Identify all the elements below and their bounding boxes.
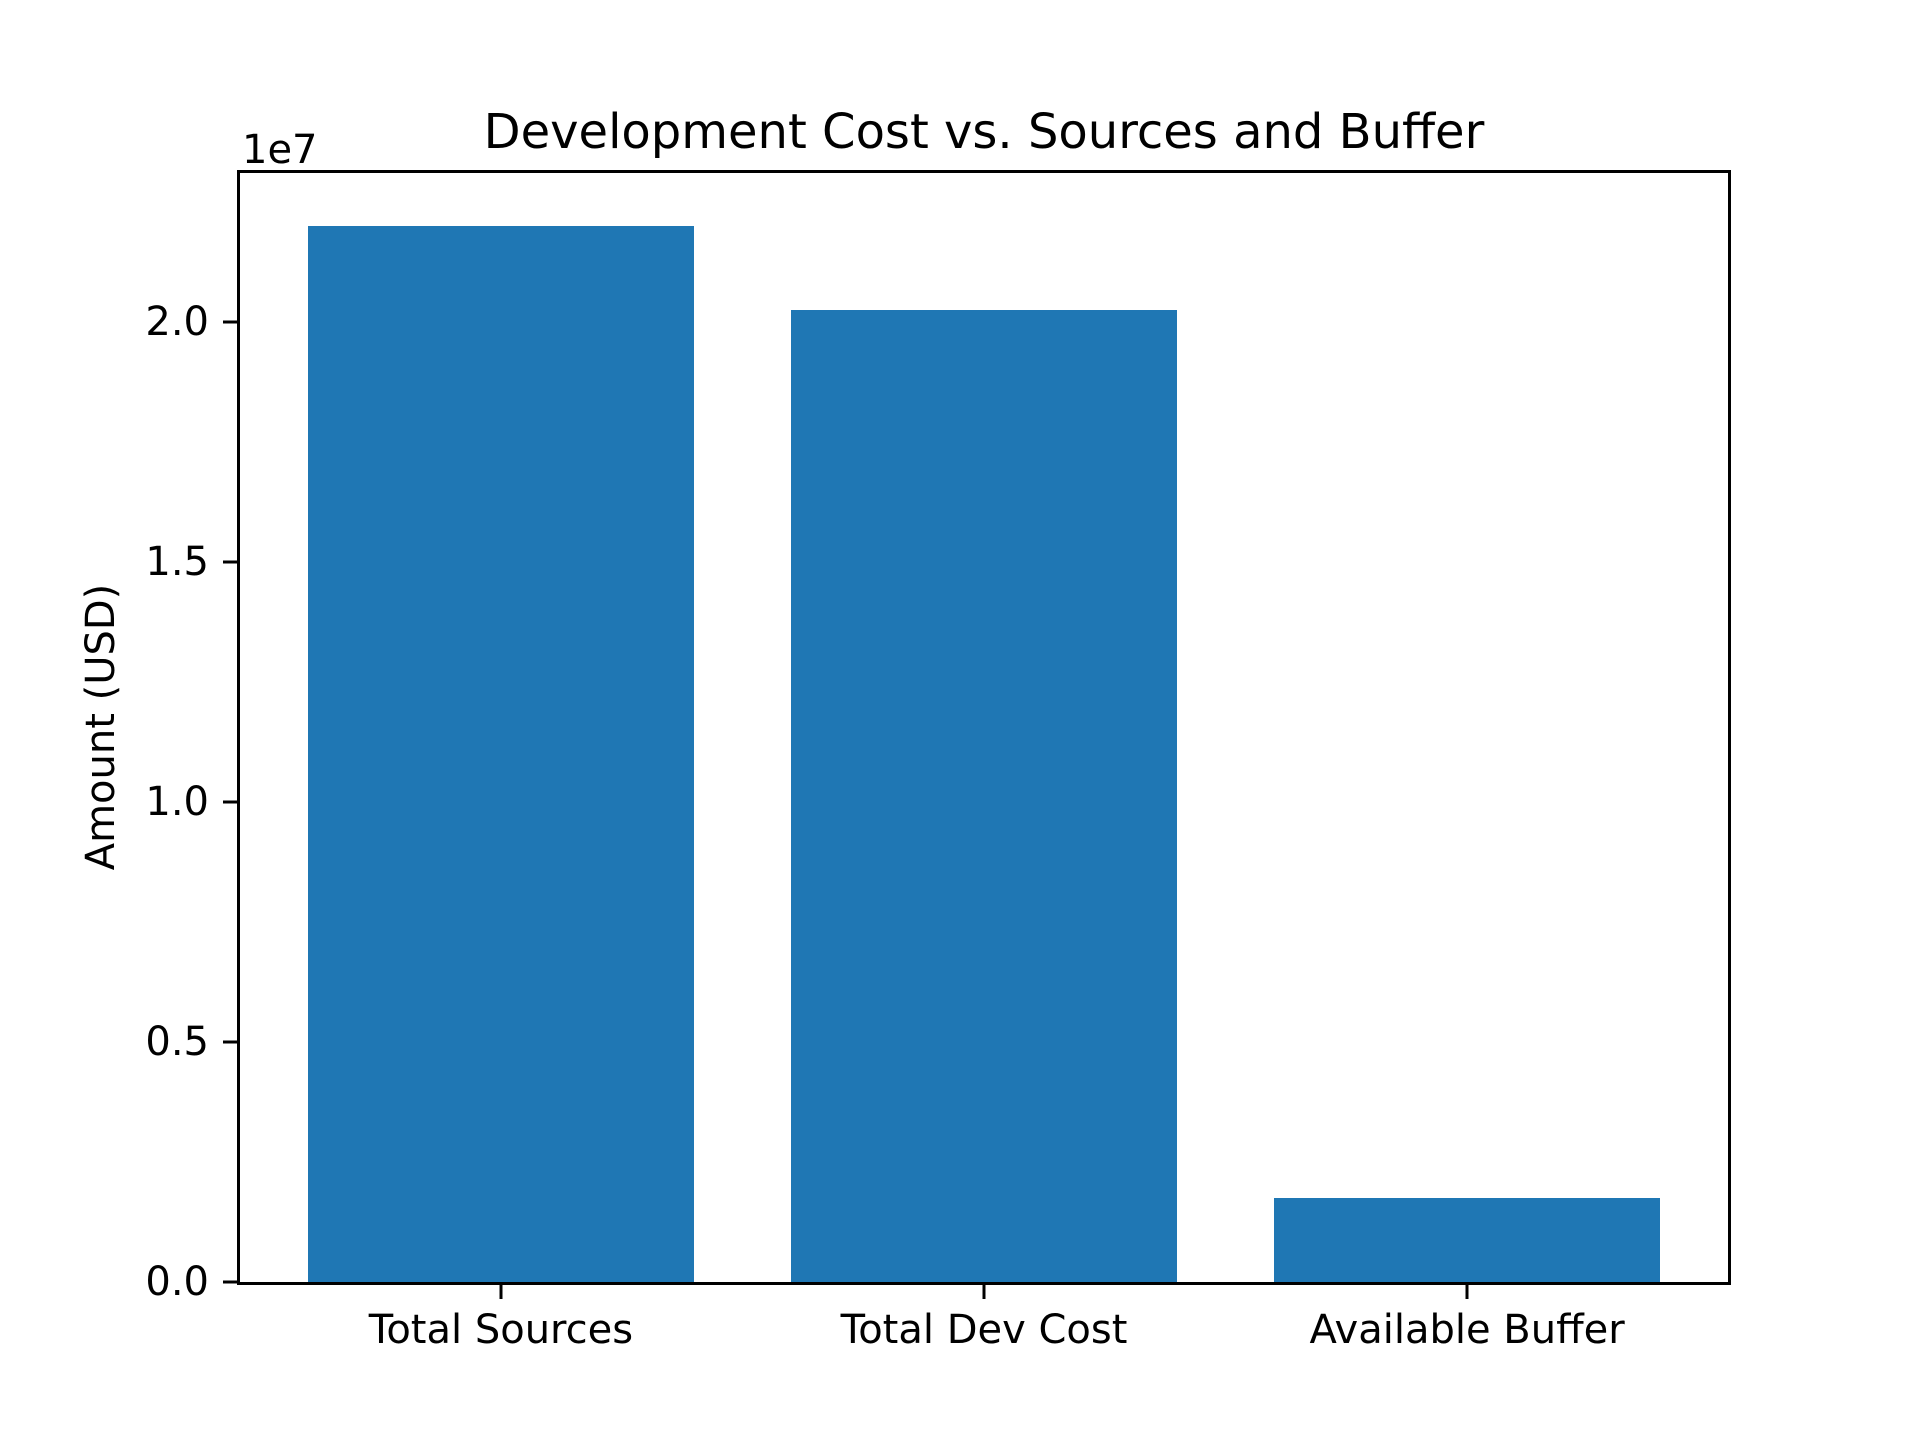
y-tick-mark bbox=[223, 560, 237, 564]
y-tick-mark bbox=[223, 1280, 237, 1284]
y-tick-label-1.5: 1.5 bbox=[145, 538, 209, 585]
y-tick-mark bbox=[223, 1040, 237, 1044]
bar-available-buffer bbox=[1273, 1198, 1661, 1282]
y-tick-label-1.0: 1.0 bbox=[145, 778, 209, 825]
x-tick-mark bbox=[1465, 1285, 1469, 1299]
x-tick-label-total-sources: Total Sources bbox=[368, 1307, 634, 1353]
x-tick-mark bbox=[982, 1285, 986, 1299]
chart-title: Development Cost vs. Sources and Buffer bbox=[483, 104, 1485, 160]
y-axis-label: Amount (USD) bbox=[78, 583, 124, 871]
plot-area: Total Sources Total Dev Cost Available Buf… bbox=[145, 170, 1731, 1350]
y-tick-mark bbox=[223, 800, 237, 804]
y-tick-label-0.0: 0.0 bbox=[145, 1259, 209, 1305]
y-tick-label-0.5: 0.5 bbox=[145, 1018, 209, 1065]
x-tick-mark bbox=[499, 1285, 503, 1299]
bar-total-dev-cost bbox=[790, 309, 1178, 1282]
y-tick-mark bbox=[223, 320, 237, 324]
x-tick-label-available-buffer: Available Buffer bbox=[1309, 1307, 1625, 1353]
x-tick-label-total-dev-cost: Total Dev Cost bbox=[840, 1307, 1128, 1353]
bar-total-sources bbox=[307, 225, 695, 1282]
y-axis-scale-offset-label: 1e7 bbox=[242, 127, 318, 173]
y-tick-label-2.0: 2.0 bbox=[145, 298, 209, 345]
